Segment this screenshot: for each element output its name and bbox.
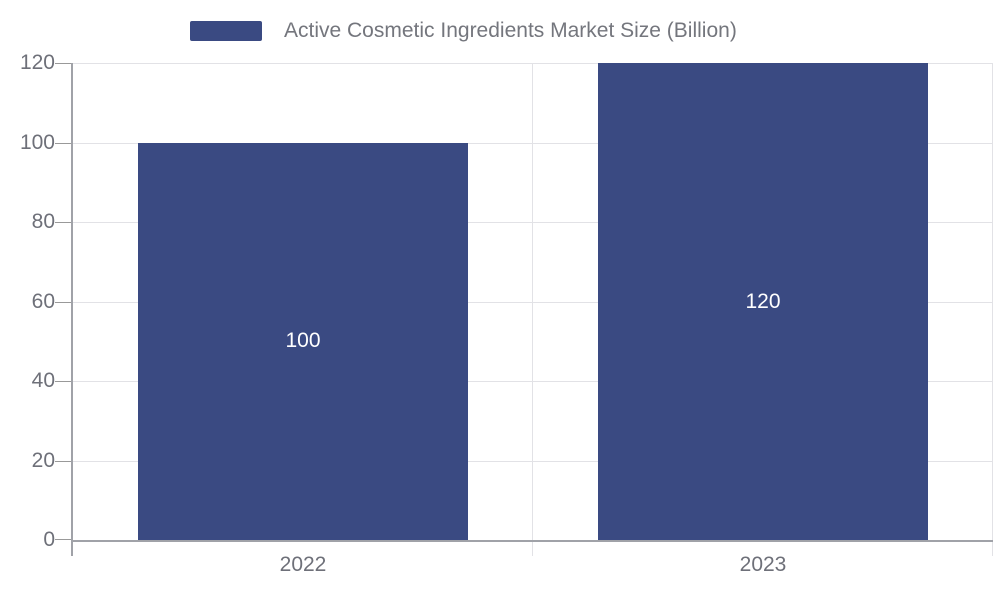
chart-title: Active Cosmetic Ingredients Market Size … xyxy=(284,19,737,42)
y-axis-line xyxy=(71,63,73,556)
plot-area: 0 20 40 60 80 100 120 100 2022 120 2023 xyxy=(20,51,993,576)
gridline-horizontal xyxy=(73,381,993,382)
gridline-horizontal xyxy=(73,302,993,303)
y-axis-tick xyxy=(55,461,71,462)
y-axis-label: 20 xyxy=(31,448,55,472)
x-axis-line xyxy=(71,540,993,542)
gridline-horizontal xyxy=(73,63,993,64)
y-axis-tick xyxy=(55,539,71,540)
y-axis-tick xyxy=(55,381,71,382)
y-axis-tick xyxy=(55,143,71,144)
bar-2023[interactable]: 120 xyxy=(598,63,928,540)
y-axis-tick xyxy=(55,63,71,64)
y-axis-label: 0 xyxy=(43,528,55,551)
y-axis-tick xyxy=(55,302,71,303)
gridline-horizontal xyxy=(73,461,993,462)
y-axis-label: 80 xyxy=(31,210,55,233)
legend-swatch xyxy=(190,21,262,41)
x-axis-label: 2023 xyxy=(739,553,787,576)
x-axis-tick xyxy=(992,542,993,556)
bar-2022[interactable]: 100 xyxy=(138,142,468,540)
gridline-vertical xyxy=(992,63,993,540)
x-axis-label: 2022 xyxy=(279,553,327,576)
y-axis-tick xyxy=(55,222,71,223)
gridline-vertical xyxy=(532,63,533,540)
y-axis-label: 60 xyxy=(31,289,55,313)
gridline-horizontal xyxy=(73,222,993,223)
bar-value-label: 120 xyxy=(745,289,781,313)
gridline-horizontal xyxy=(73,143,993,144)
y-axis-label: 120 xyxy=(19,51,55,74)
x-axis-tick xyxy=(532,542,533,556)
y-axis-label: 40 xyxy=(31,369,55,392)
y-axis-label: 100 xyxy=(19,130,55,154)
legend-item[interactable]: Active Cosmetic Ingredients Market Size … xyxy=(190,19,737,42)
bar-value-label: 100 xyxy=(285,329,321,353)
